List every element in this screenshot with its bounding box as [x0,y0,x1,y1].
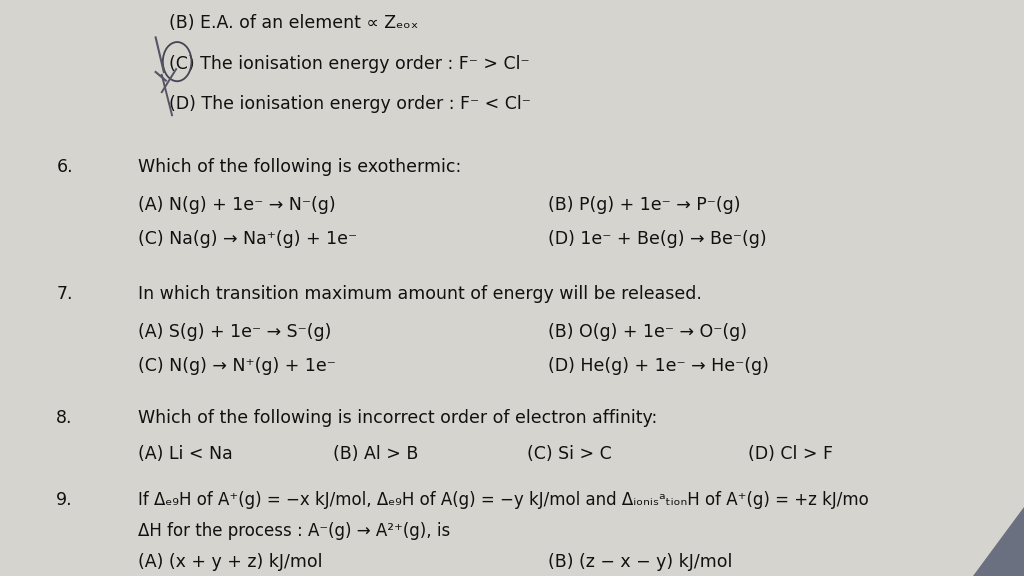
Text: 6.: 6. [56,158,73,176]
Text: (B) Al > B: (B) Al > B [333,445,418,463]
Text: (B) (z − x − y) kJ/mol: (B) (z − x − y) kJ/mol [548,553,732,571]
Text: In which transition maximum amount of energy will be released.: In which transition maximum amount of en… [138,285,702,303]
Text: ΔH for the process : A⁻(g) → A²⁺(g), is: ΔH for the process : A⁻(g) → A²⁺(g), is [138,522,451,540]
Text: (B) O(g) + 1e⁻ → O⁻(g): (B) O(g) + 1e⁻ → O⁻(g) [548,323,746,340]
Polygon shape [973,507,1024,576]
Text: (A) N(g) + 1e⁻ → N⁻(g): (A) N(g) + 1e⁻ → N⁻(g) [138,196,336,214]
Text: (A) S(g) + 1e⁻ → S⁻(g): (A) S(g) + 1e⁻ → S⁻(g) [138,323,332,340]
Text: (C) Si > C: (C) Si > C [527,445,612,463]
Text: (B) E.A. of an element ∝ Zₑₒₓ: (B) E.A. of an element ∝ Zₑₒₓ [169,14,419,32]
Text: (C) N(g) → N⁺(g) + 1e⁻: (C) N(g) → N⁺(g) + 1e⁻ [138,357,336,375]
Text: If Δₑ₉H of A⁺(g) = −x kJ/mol, Δₑ₉H of A(g) = −y kJ/mol and ΔᵢₒₙᵢₛᵃₜᵢₒₙH of A⁺(g): If Δₑ₉H of A⁺(g) = −x kJ/mol, Δₑ₉H of A(… [138,491,869,509]
Text: (B) P(g) + 1e⁻ → P⁻(g): (B) P(g) + 1e⁻ → P⁻(g) [548,196,740,214]
Text: (A) (x + y + z) kJ/mol: (A) (x + y + z) kJ/mol [138,553,323,571]
Text: (D) The ionisation energy order : F⁻ < Cl⁻: (D) The ionisation energy order : F⁻ < C… [169,95,530,113]
Text: 9.: 9. [56,491,73,509]
Text: (D) 1e⁻ + Be(g) → Be⁻(g): (D) 1e⁻ + Be(g) → Be⁻(g) [548,230,767,248]
Text: (D) He(g) + 1e⁻ → He⁻(g): (D) He(g) + 1e⁻ → He⁻(g) [548,357,769,375]
Text: 7.: 7. [56,285,73,303]
Text: (C) The ionisation energy order : F⁻ > Cl⁻: (C) The ionisation energy order : F⁻ > C… [169,55,529,73]
Text: Which of the following is incorrect order of electron affinity:: Which of the following is incorrect orde… [138,409,657,427]
Text: (D) Cl > F: (D) Cl > F [748,445,833,463]
Text: 8.: 8. [56,409,73,427]
Text: (C) Na(g) → Na⁺(g) + 1e⁻: (C) Na(g) → Na⁺(g) + 1e⁻ [138,230,357,248]
Text: (A) Li < Na: (A) Li < Na [138,445,233,463]
Text: Which of the following is exothermic:: Which of the following is exothermic: [138,158,462,176]
